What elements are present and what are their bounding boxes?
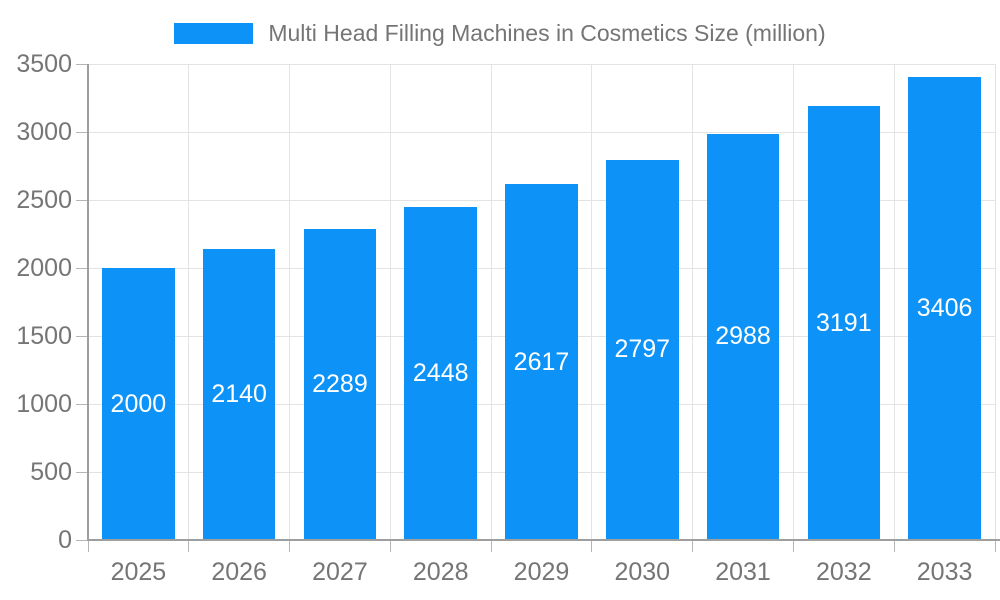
v-gridline [792, 64, 794, 540]
x-tick [490, 540, 492, 552]
y-axis-label: 3000 [16, 118, 72, 146]
x-axis-label: 2025 [110, 558, 167, 586]
bar-value-label: 2000 [110, 389, 167, 418]
y-axis-line [87, 64, 89, 540]
y-axis-label: 0 [58, 526, 72, 554]
x-axis-label: 2031 [715, 558, 771, 586]
chart-legend[interactable]: Multi Head Filling Machines in Cosmetics… [0, 19, 1000, 46]
bar-2025[interactable]: 2000 [102, 268, 175, 540]
y-tick [76, 539, 88, 541]
x-axis-label: 2030 [614, 558, 671, 586]
y-axis-label: 2500 [16, 186, 72, 214]
y-tick [76, 471, 88, 473]
legend-label: Multi Head Filling Machines in Cosmetics… [268, 19, 826, 46]
bar-2030[interactable]: 2797 [605, 159, 679, 540]
x-tick [289, 540, 291, 552]
v-gridline [591, 64, 593, 540]
y-axis-label: 1000 [16, 390, 72, 418]
y-tick [76, 63, 88, 65]
x-tick [792, 540, 794, 552]
y-tick [76, 403, 88, 405]
x-axis-label: 2029 [513, 558, 570, 586]
y-tick [76, 335, 88, 337]
v-gridline [490, 64, 492, 540]
bar-value-label: 2448 [412, 359, 469, 388]
bar-value-label: 2988 [715, 322, 771, 351]
x-tick [591, 540, 593, 552]
bar-2028[interactable]: 2448 [404, 207, 477, 540]
bar-value-label: 2289 [312, 369, 368, 398]
y-tick [76, 267, 88, 269]
x-axis-labels: 2025 2026 2027 2028 2029 2030 2031 2032 2033 [88, 557, 995, 589]
bar-value-label: 3191 [816, 308, 872, 337]
y-tick [76, 131, 88, 133]
bar-value-label: 3406 [916, 293, 973, 322]
x-tick [87, 540, 89, 552]
y-axis-label: 1500 [16, 322, 72, 350]
y-tick [76, 199, 88, 201]
y-axis-label: 2000 [16, 254, 72, 282]
bar-value-label: 2797 [614, 335, 671, 364]
v-gridline [692, 64, 694, 540]
v-gridline [188, 64, 190, 540]
h-gridline [88, 63, 995, 65]
x-tick [893, 540, 895, 552]
y-axis-labels: 0 500 1000 1500 2000 2500 3000 3500 [0, 50, 72, 554]
y-axis-label: 500 [30, 458, 72, 486]
x-tick [692, 540, 694, 552]
bar-value-label: 2617 [513, 347, 570, 376]
bar-2033[interactable]: 3406 [908, 76, 981, 540]
bar-2032[interactable]: 3191 [807, 106, 881, 540]
x-tick [389, 540, 391, 552]
bar-2031[interactable]: 2988 [706, 133, 780, 540]
x-axis-label: 2027 [312, 558, 368, 586]
v-gridline [893, 64, 895, 540]
x-tick [188, 540, 190, 552]
plot-area: 2000 2140 2289 2448 2617 2797 2988 3191 3406 [76, 63, 1000, 552]
v-gridline [289, 64, 291, 540]
x-tick [994, 540, 996, 552]
x-axis-label: 2026 [211, 558, 267, 586]
v-gridline [389, 64, 391, 540]
y-axis-label: 3500 [16, 50, 72, 78]
x-axis-label: 2033 [916, 558, 973, 586]
v-gridline [994, 64, 996, 540]
bar-value-label: 2140 [211, 379, 267, 408]
bar-2027[interactable]: 2289 [303, 228, 377, 540]
h-gridline [88, 131, 995, 133]
x-axis-label: 2028 [412, 558, 469, 586]
legend-swatch [174, 22, 254, 44]
x-axis-line [87, 539, 1000, 541]
x-axis-label: 2032 [816, 558, 872, 586]
bar-2026[interactable]: 2140 [202, 248, 276, 540]
bar-2029[interactable]: 2617 [505, 184, 578, 540]
